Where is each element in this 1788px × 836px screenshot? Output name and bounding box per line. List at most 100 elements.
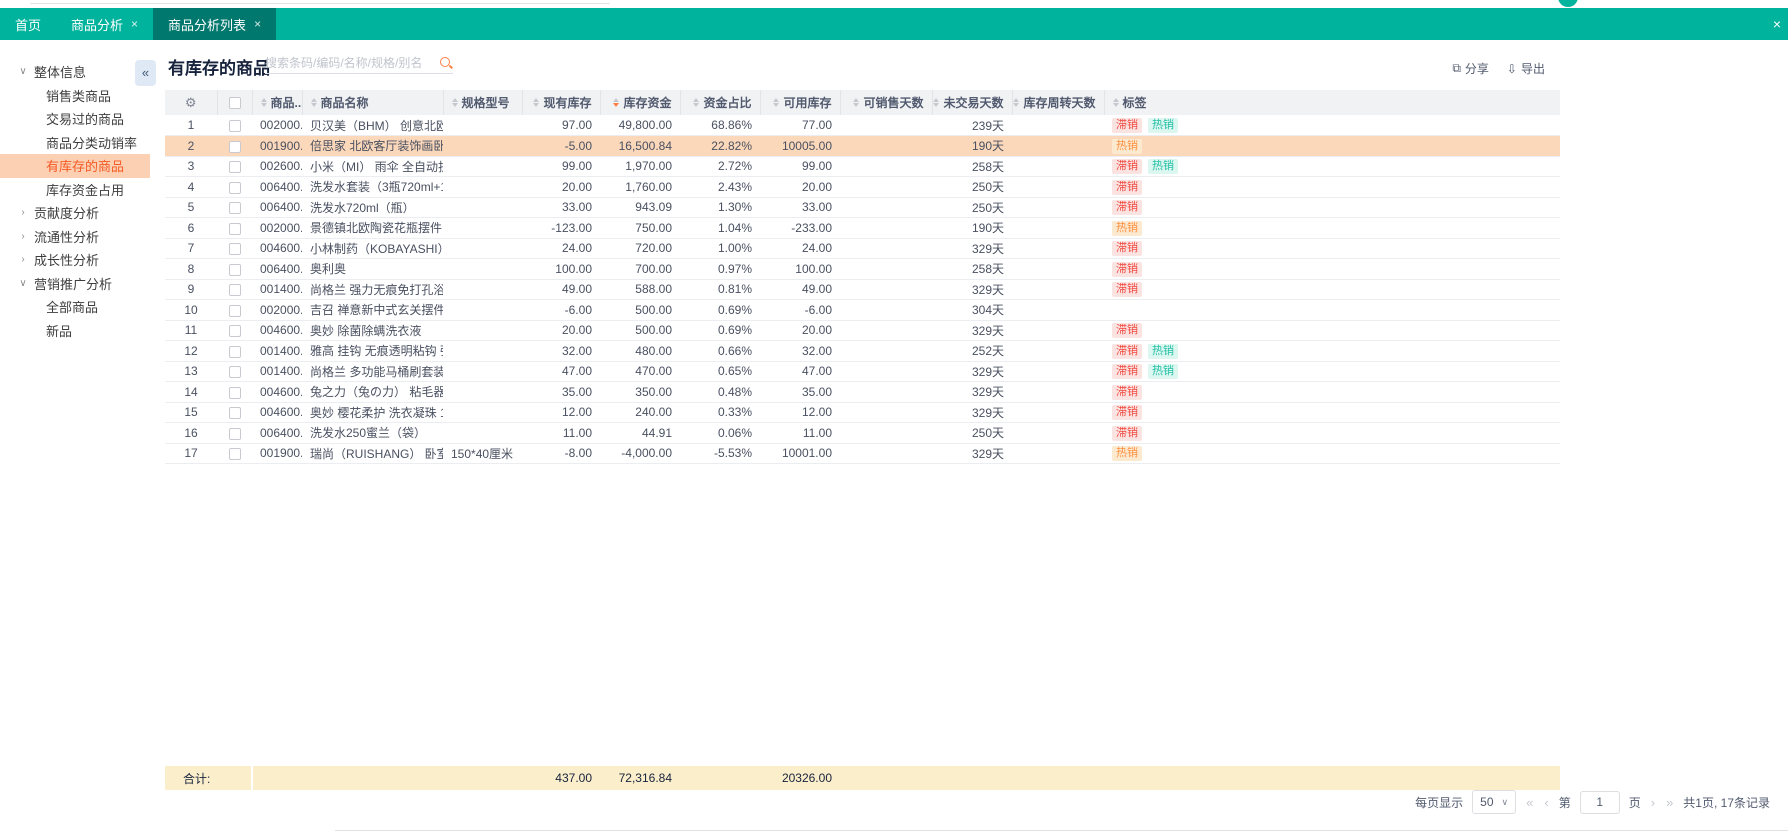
header-cell-content: 可用库存 xyxy=(769,94,832,111)
table-row[interactable]: 17 001900...瑞尚（RUISHANG） 卧室装150*40厘米-8.00… xyxy=(165,443,1560,464)
close-icon[interactable]: × xyxy=(254,17,262,31)
sort-caret-icon[interactable] xyxy=(260,98,267,107)
column-header-资金占比[interactable]: 资金占比 xyxy=(680,90,761,115)
page-number-input[interactable] xyxy=(1579,790,1620,814)
table-row[interactable]: 7004600...小林制药（KOBAYASHI）日24.00720.001.0… xyxy=(165,238,1560,259)
row-checkbox[interactable] xyxy=(228,284,241,297)
sort-caret-icon[interactable] xyxy=(613,98,620,107)
no_trade_days-cell: 252天 xyxy=(932,340,1012,362)
column-header-现有库存[interactable]: 现有库存 xyxy=(522,90,601,115)
available-cell: 49.00 xyxy=(760,279,840,300)
sidebar-item-营销推广分析[interactable]: ∨ 营销推广分析 xyxy=(0,272,150,296)
sort-caret-icon[interactable] xyxy=(310,98,317,107)
row-checkbox[interactable] xyxy=(228,366,241,379)
search-input[interactable] xyxy=(265,56,439,70)
close-icon[interactable]: × xyxy=(131,17,139,31)
row-checkbox[interactable] xyxy=(228,222,241,235)
sidebar-item-全部商品[interactable]: 全部商品 xyxy=(0,295,150,319)
column-header-可销售天数[interactable]: 可销售天数 xyxy=(840,90,933,115)
name-cell: 贝汉美（BHM） 创意北欧客 xyxy=(302,115,443,136)
sidebar-item-新品[interactable]: 新品 xyxy=(0,319,150,343)
table-row[interactable]: 8006400...奥利奥100.00700.000.97%100.00258天… xyxy=(165,258,1560,280)
row-checkbox[interactable] xyxy=(228,263,241,276)
column-header-库存资金[interactable]: 库存资金 xyxy=(600,90,681,115)
row-checkbox[interactable] xyxy=(228,181,241,194)
prev-page-button[interactable]: ‹ xyxy=(1544,794,1549,810)
fund-cell: 480.00 xyxy=(600,340,680,362)
gear-icon[interactable]: ⚙ xyxy=(184,94,197,110)
sidebar-item-有库存的商品[interactable]: 有库存的商品 xyxy=(0,154,150,178)
row-checkbox[interactable] xyxy=(228,140,241,153)
row-checkbox[interactable] xyxy=(228,407,241,420)
sidebar-item-成长性分析[interactable]: › 成长性分析 xyxy=(0,248,150,272)
row-checkbox[interactable] xyxy=(228,345,241,358)
first-page-button[interactable]: « xyxy=(1526,794,1534,810)
sort-caret-icon[interactable] xyxy=(933,98,940,107)
column-header-未交易天数[interactable]: 未交易天数 xyxy=(932,90,1013,115)
sort-caret-icon[interactable] xyxy=(533,98,540,107)
row-checkbox[interactable] xyxy=(228,119,241,132)
table-row[interactable]: 4006400...洗发水套装（3瓶720ml+120.001,760.002.… xyxy=(165,176,1560,198)
sort-caret-icon[interactable] xyxy=(773,98,780,107)
table-row[interactable]: 5006400...洗发水720ml（瓶）33.00943.091.30%33.… xyxy=(165,197,1560,218)
row-checkbox[interactable] xyxy=(228,448,241,461)
no_trade_days-cell: 329天 xyxy=(932,238,1012,259)
sort-caret-icon[interactable] xyxy=(853,98,860,107)
sidebar-item-交易过的商品[interactable]: 交易过的商品 xyxy=(0,107,150,131)
table-row[interactable]: 1 002000...贝汉美（BHM） 创意北欧客 97.0049,800.0068… xyxy=(165,115,1560,136)
column-header-checkbox[interactable] xyxy=(217,90,253,115)
column-header-商品名称[interactable]: 商品名称 xyxy=(302,90,444,115)
close-icon[interactable]: × xyxy=(1772,16,1781,32)
table-row[interactable]: 2 001900...倍思家 北欧客厅装饰画卧室 -5.0016,500.8422.… xyxy=(165,135,1560,157)
select-all-checkbox[interactable] xyxy=(228,97,241,110)
sort-caret-icon[interactable] xyxy=(451,98,458,107)
sort-caret-icon[interactable] xyxy=(693,98,700,107)
page-size-select[interactable]: 50 ∨ xyxy=(1472,790,1517,814)
row-checkbox[interactable] xyxy=(228,427,241,440)
tags-cell: 滞销 xyxy=(1104,197,1560,218)
row-checkbox[interactable] xyxy=(228,325,241,338)
sidebar-item-整体信息[interactable]: ∨ 整体信息 xyxy=(0,60,150,84)
column-header-标签[interactable]: 标签 xyxy=(1104,90,1560,115)
fund-cell: 49,800.00 xyxy=(600,115,680,136)
row-checkbox[interactable] xyxy=(228,161,241,174)
column-header-库存周转天数[interactable]: 库存周转天数 xyxy=(1012,90,1105,115)
row-checkbox[interactable] xyxy=(228,202,241,215)
table-row[interactable]: 16006400...洗发水250蜜兰（袋）11.0044.910.06%11.… xyxy=(165,422,1560,444)
sort-caret-icon[interactable] xyxy=(1013,98,1020,107)
table-row[interactable]: 6 002000...景德镇北欧陶瓷花瓶摆件 优 -123.00750.001.04… xyxy=(165,217,1560,239)
last-page-button[interactable]: » xyxy=(1666,794,1674,810)
row-checkbox[interactable] xyxy=(228,304,241,317)
sidebar-collapse-button[interactable]: « xyxy=(135,60,156,86)
status-badge-滞销: 滞销 xyxy=(1112,384,1142,400)
tab-商品分析[interactable]: 商品分析 × xyxy=(56,8,153,40)
search-icon[interactable] xyxy=(439,56,453,70)
floating-avatar-icon[interactable] xyxy=(1558,0,1578,7)
sort-caret-icon[interactable] xyxy=(1112,98,1119,107)
tab-首页[interactable]: 首页 xyxy=(0,8,56,40)
row-checkbox[interactable] xyxy=(228,386,241,399)
share-button[interactable]: ⧉ 分享 xyxy=(1452,60,1489,77)
sidebar-item-商品分类动销率[interactable]: 商品分类动销率 xyxy=(0,131,150,155)
row-index-cell: 8 xyxy=(165,258,217,280)
column-header-商品...[interactable]: 商品... xyxy=(252,90,303,115)
tab-商品分析列表[interactable]: 商品分析列表 × xyxy=(153,8,277,40)
column-header-可用库存[interactable]: 可用库存 xyxy=(760,90,841,115)
sidebar-item-流通性分析[interactable]: › 流通性分析 xyxy=(0,225,150,249)
row-checkbox[interactable] xyxy=(228,243,241,256)
next-page-button[interactable]: › xyxy=(1650,794,1656,810)
sidebar-item-销售类商品[interactable]: 销售类商品 xyxy=(0,84,150,108)
export-button[interactable]: ⇩ 导出 xyxy=(1507,60,1545,77)
sidebar-item-库存资金占用[interactable]: 库存资金占用 xyxy=(0,178,150,202)
stock-cell: 20.00 xyxy=(522,320,600,341)
column-header-规格型号[interactable]: 规格型号 xyxy=(443,90,523,115)
sidebar-item-贡献度分析[interactable]: › 贡献度分析 xyxy=(0,201,150,225)
